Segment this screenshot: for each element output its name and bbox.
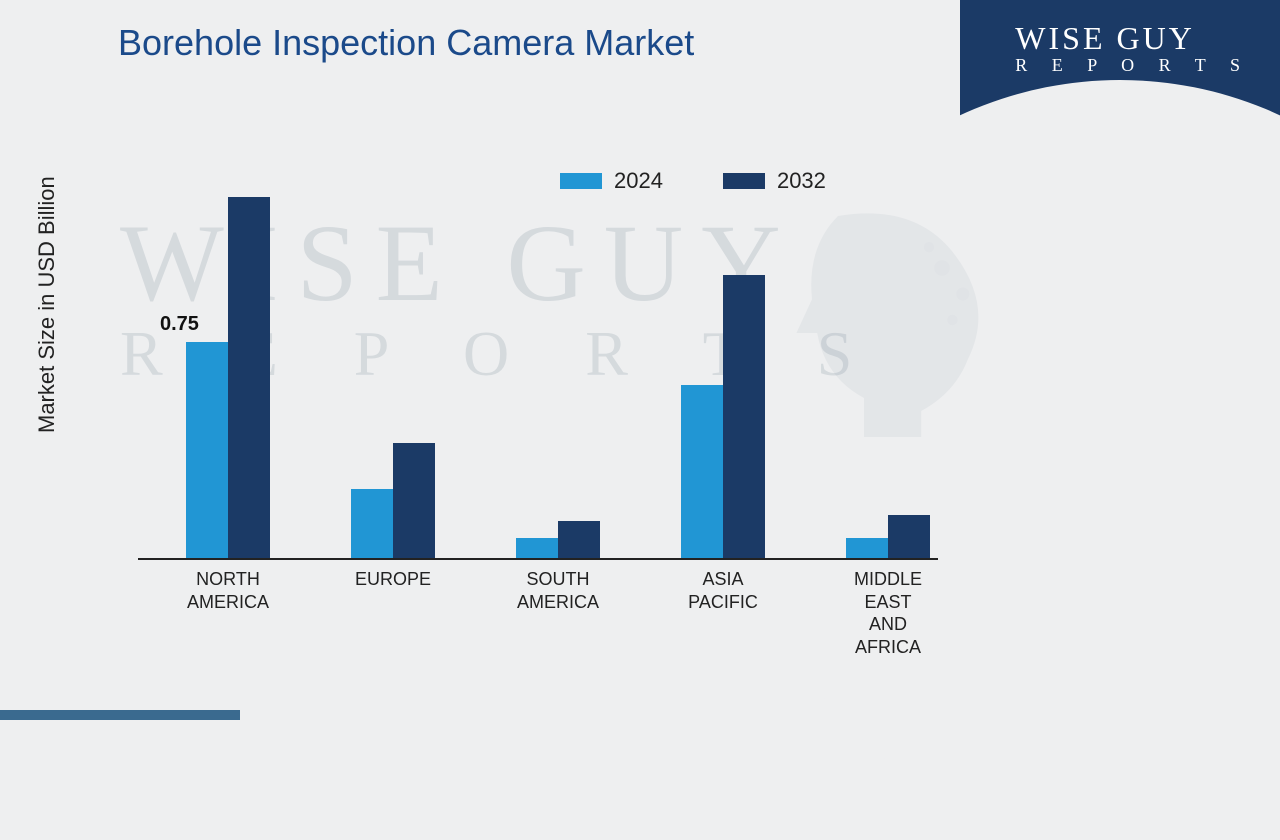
legend: 2024 2032 xyxy=(560,168,826,194)
x-axis-category-label: EUROPE xyxy=(323,568,463,591)
chart-title: Borehole Inspection Camera Market xyxy=(118,22,694,64)
legend-label-2024: 2024 xyxy=(614,168,663,194)
x-axis-category-label: NORTH AMERICA xyxy=(158,568,298,613)
bar xyxy=(516,538,558,558)
legend-swatch-2024 xyxy=(560,173,602,189)
legend-item-2024: 2024 xyxy=(560,168,663,194)
bar xyxy=(723,275,765,558)
brand-line-1: WISE GUY xyxy=(1015,20,1250,57)
legend-swatch-2032 xyxy=(723,173,765,189)
bar xyxy=(846,538,888,558)
bar xyxy=(888,515,930,558)
plot-region: NORTH AMERICA EUROPE SOUTH AMERICA ASIA PAC… xyxy=(138,185,938,560)
x-axis-category-label: SOUTH AMERICA xyxy=(488,568,628,613)
brand-logo: WISE GUY R E P O R T S xyxy=(1015,20,1250,76)
chart-area: Market Size in USD Billion NORTH AMERICA… xyxy=(60,160,960,660)
bar xyxy=(681,385,723,558)
bottom-accent-bar xyxy=(0,710,240,720)
bar xyxy=(228,197,270,558)
legend-item-2032: 2032 xyxy=(723,168,826,194)
bar-group: ASIA PACIFIC xyxy=(663,275,783,558)
x-axis-category-label: ASIA PACIFIC xyxy=(653,568,793,613)
bar xyxy=(558,521,600,559)
x-axis-category-label: MIDDLE EAST AND AFRICA xyxy=(818,568,958,658)
legend-label-2032: 2032 xyxy=(777,168,826,194)
bar-group: MIDDLE EAST AND AFRICA xyxy=(828,515,948,558)
bar-value-label: 0.75 xyxy=(160,313,199,336)
bar xyxy=(393,443,435,558)
bar-group: SOUTH AMERICA xyxy=(498,521,618,559)
brand-line-2: R E P O R T S xyxy=(1015,55,1250,76)
bar xyxy=(186,342,228,558)
bar-group: EUROPE xyxy=(333,443,453,558)
bar xyxy=(351,489,393,558)
bar-group: NORTH AMERICA xyxy=(168,197,288,558)
y-axis-label: Market Size in USD Billion xyxy=(34,176,60,433)
